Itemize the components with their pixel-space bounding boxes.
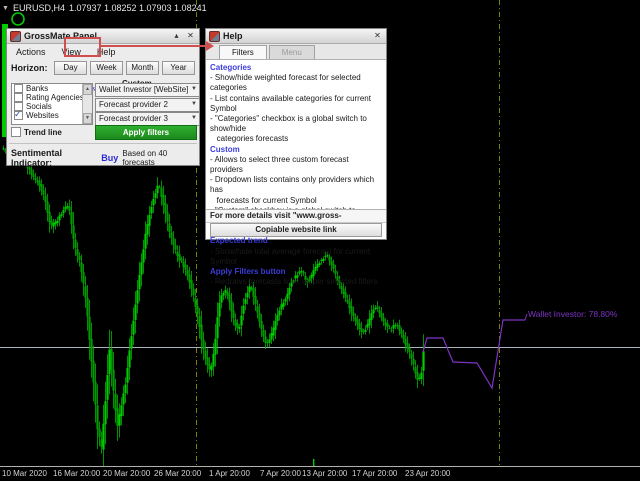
help-close-icon[interactable]: ✕ xyxy=(374,31,381,40)
candles xyxy=(2,145,425,469)
menu-item-view[interactable]: View xyxy=(61,46,81,57)
annotation-arrow-line xyxy=(99,45,207,47)
annotation-arrowhead-icon xyxy=(206,41,214,51)
scroll-up-icon[interactable]: ▲ xyxy=(83,84,92,95)
menu-item-help[interactable]: Help xyxy=(96,46,116,57)
list-item-socials[interactable]: Socials xyxy=(12,102,92,111)
chart-object-ring-icon xyxy=(11,12,25,26)
category-label: Socials xyxy=(26,102,52,111)
time-axis-label: 7 Apr 20:00 xyxy=(260,469,301,478)
horizon-button-day[interactable]: Day xyxy=(54,61,87,75)
collapse-quote-icon[interactable]: ▼ xyxy=(2,4,9,12)
chevron-down-icon: ▼ xyxy=(191,86,197,92)
horizon-row: Horizon: Day Week Month Year xyxy=(7,59,199,76)
panel-separator xyxy=(9,143,197,144)
help-window: Help ✕ Filters Menu Categories - Show/hide… xyxy=(205,28,387,286)
help-line: - Show/hide total average forecast for c… xyxy=(210,246,373,266)
help-section-heading: Categories xyxy=(210,63,252,72)
time-axis-label: 16 Mar 20:00 xyxy=(53,469,101,478)
help-tabstrip: Filters Menu xyxy=(206,44,386,60)
help-line: - Redraws forecasts lines as per selecte… xyxy=(210,277,378,287)
help-section-heading: Custom xyxy=(210,144,240,154)
help-title: Help xyxy=(223,31,243,41)
panel-title: GrossMate Panel xyxy=(24,31,98,41)
apply-filters-button[interactable]: Apply filters xyxy=(95,125,197,140)
chevron-down-icon: ▼ xyxy=(191,100,197,107)
category-checkbox[interactable] xyxy=(14,93,23,102)
horizon-label: Horizon: xyxy=(11,63,48,73)
help-footer-note: For more details visit "www.gross-meiste… xyxy=(206,209,386,232)
provider-dropdown-2[interactable]: Forecast provider 2 ▼ xyxy=(95,97,200,112)
chart-ohlc-quotes: 1.07937 1.08252 1.07903 1.08241 xyxy=(68,3,207,13)
horizon-button-year[interactable]: Year xyxy=(162,61,195,75)
scroll-down-icon[interactable]: ▼ xyxy=(83,113,92,124)
trend-line-label: Trend line xyxy=(24,127,62,137)
help-highlight-box xyxy=(64,37,101,57)
list-item-banks[interactable]: Banks xyxy=(12,84,92,93)
time-axis-label: 20 Mar 20:00 xyxy=(103,469,151,478)
category-checkbox[interactable] xyxy=(14,84,23,93)
category-checkbox[interactable] xyxy=(14,109,23,120)
grossmate-panel-window: GrossMate Panel ▴ ✕ Actions View Help Hori… xyxy=(6,28,200,168)
time-axis-label: 23 Apr 20:00 xyxy=(405,469,451,478)
left-edge-candle xyxy=(2,24,8,137)
grossmate-app-icon xyxy=(10,30,21,42)
sentimental-value: Buy xyxy=(101,153,119,163)
horizon-button-month[interactable]: Month xyxy=(126,61,159,75)
list-scrollbar[interactable]: ▲ ▼ xyxy=(82,84,92,124)
list-item-rating-agencies[interactable]: Rating Agencies xyxy=(12,93,92,102)
quote-bar: ▼ EURUSD,H4 1.07937 1.08252 1.07903 1.08… xyxy=(2,3,207,13)
time-axis-label: 17 Apr 20:00 xyxy=(352,469,398,478)
tab-filters[interactable]: Filters xyxy=(219,45,267,59)
trend-line-checkbox[interactable] xyxy=(11,127,21,137)
help-content: Categories - Show/hide weighted forecast … xyxy=(206,60,386,287)
time-axis[interactable]: 10 Mar 2020 16 Mar 20:00 20 Mar 20:00 26 Ma… xyxy=(0,466,640,481)
sentimental-row: Sentimental Indicator: Buy Based on 40 f… xyxy=(11,148,195,168)
forecast-count-note: Based on 40 forecasts xyxy=(122,149,168,167)
help-section-heading: Apply Filters button xyxy=(210,267,286,277)
help-line: categories forecasts xyxy=(210,134,289,144)
axis-blip xyxy=(313,459,315,466)
time-axis-label: 13 Apr 20:00 xyxy=(302,469,348,478)
category-label: Banks xyxy=(26,84,49,93)
time-axis-label: 10 Mar 2020 xyxy=(2,469,47,478)
help-line: - "Categories" checkbox is a global swit… xyxy=(210,114,370,134)
help-line: - List contains available categories for… xyxy=(210,93,374,113)
tab-menu[interactable]: Menu xyxy=(268,45,315,59)
time-axis-label: 26 Mar 20:00 xyxy=(154,469,202,478)
help-app-icon xyxy=(209,30,220,42)
forecast-label: Wallet Investor: 78.80% xyxy=(528,309,618,319)
forecast-line xyxy=(422,319,525,390)
category-label: Websites xyxy=(26,111,59,120)
help-line: - Dropdown lists contains only providers… xyxy=(210,175,377,195)
chevron-down-icon: ▼ xyxy=(191,115,197,121)
sentimental-label: Sentimental Indicator: xyxy=(11,148,63,168)
provider-dropdown-3[interactable]: Forecast provider 3 ▼ xyxy=(95,112,200,126)
help-line: - Allows to select three custom forecast… xyxy=(210,154,351,175)
copiable-website-link-button[interactable]: Copiable website link xyxy=(210,223,382,237)
panel-titlebar[interactable]: GrossMate Panel ▴ ✕ xyxy=(7,29,199,44)
panel-close-icon[interactable]: ✕ xyxy=(187,31,194,40)
provider-dropdown-1[interactable]: Wallet Investor [WebSite] ▼ xyxy=(95,83,200,97)
help-section-heading: Expected trend xyxy=(210,236,268,246)
chart-symbol: EURUSD,H4 xyxy=(12,3,65,13)
help-line: forecasts for current Symbol xyxy=(210,195,317,205)
menu-item-actions[interactable]: Actions xyxy=(16,46,46,57)
category-label: Rating Agencies xyxy=(26,93,84,102)
panel-minimize-icon[interactable]: ▴ xyxy=(174,31,179,40)
help-line: - Show/hide weighted forecast for select… xyxy=(210,73,363,93)
time-axis-label: 1 Apr 20:00 xyxy=(209,469,250,478)
help-titlebar[interactable]: Help ✕ xyxy=(206,29,386,44)
horizon-button-week[interactable]: Week xyxy=(90,61,123,75)
panel-menubar: Actions View Help xyxy=(7,44,199,59)
forecast-label-connector xyxy=(524,313,528,321)
list-item-websites[interactable]: Websites xyxy=(12,109,92,120)
